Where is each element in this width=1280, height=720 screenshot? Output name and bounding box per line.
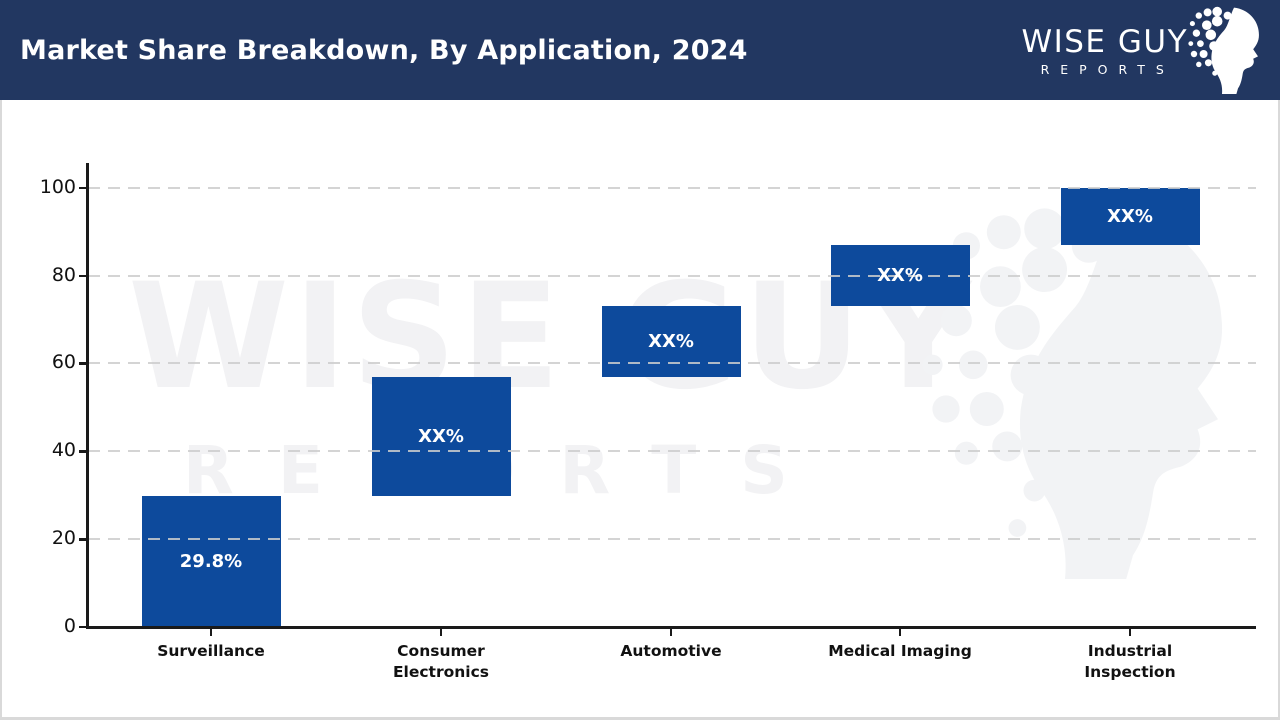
bar-surveillance: [141, 496, 281, 627]
x-tick-mark-consumer-electronics: [439, 627, 443, 636]
y-tick-mark-100: [79, 186, 88, 190]
y-tick-mark-60: [79, 362, 88, 365]
logo: WISE GUY REPORTS: [1016, 0, 1266, 100]
header-bar: Market Share Breakdown, By Application, …: [0, 0, 1280, 100]
x-category-label-surveillance: Surveillance: [157, 642, 265, 660]
logo-tagline: REPORTS: [1040, 62, 1175, 77]
x-tick-mark-medical-imaging: [898, 627, 902, 636]
y-tick-mark-20: [79, 538, 88, 541]
logo-text: WISE GUY REPORTS: [1021, 24, 1188, 77]
gridline-60: [88, 362, 1256, 365]
bar-value-label-medical-imaging: XX%: [877, 265, 923, 287]
x-category-label-automotive: Automotive: [620, 642, 722, 660]
border-bottom: [0, 717, 1280, 720]
border-right: [1278, 100, 1280, 720]
watermark-head-icon: [922, 208, 1223, 579]
bar-value-label-consumer-electronics: XX%: [418, 425, 464, 447]
x-tick-mark-industrial-inspection: [1128, 627, 1132, 636]
gridline-80: [88, 274, 1256, 277]
y-tick-label-0: 0: [63, 615, 76, 637]
bar-value-label-industrial-inspection: XX%: [1107, 205, 1153, 227]
y-axis-line: [86, 163, 89, 629]
y-tick-mark-80: [79, 274, 88, 278]
bar-automotive: [601, 306, 741, 377]
y-tick-label-20: 20: [51, 527, 76, 550]
x-category-label-industrial-inspection: Industrial Inspection: [1084, 642, 1176, 682]
gridline-40: [88, 450, 1256, 453]
y-tick-label-80: 80: [51, 263, 76, 286]
bar-industrial-inspection: [1060, 187, 1200, 245]
logo-wordmark: WISE GUY: [1021, 24, 1188, 60]
bar-value-label-automotive: XX%: [648, 331, 694, 353]
bar-consumer-electronics: [371, 376, 511, 497]
y-tick-mark-40: [79, 450, 88, 453]
gridline-100: [88, 186, 1256, 189]
x-tick-mark-surveillance: [209, 627, 213, 636]
bar-value-label-surveillance: 29.8%: [179, 551, 243, 573]
x-category-label-consumer-electronics: Consumer Electronics: [392, 642, 490, 682]
gridline-20: [88, 538, 1256, 541]
border-left: [0, 100, 2, 720]
y-tick-label-40: 40: [51, 439, 76, 462]
logo-head-icon: [1188, 6, 1259, 94]
y-tick-mark-0: [79, 626, 88, 629]
page-title: Market Share Breakdown, By Application, …: [20, 34, 748, 66]
x-category-label-medical-imaging: Medical Imaging: [828, 642, 972, 660]
x-tick-mark-automotive: [669, 627, 673, 636]
y-tick-label-60: 60: [51, 351, 76, 374]
y-tick-label-100: 100: [39, 175, 76, 198]
chart-plot-area: 0 20 40 60 80 100 29.8% XX% XX% XX% XX% Surveillanc…: [0, 100, 1280, 720]
